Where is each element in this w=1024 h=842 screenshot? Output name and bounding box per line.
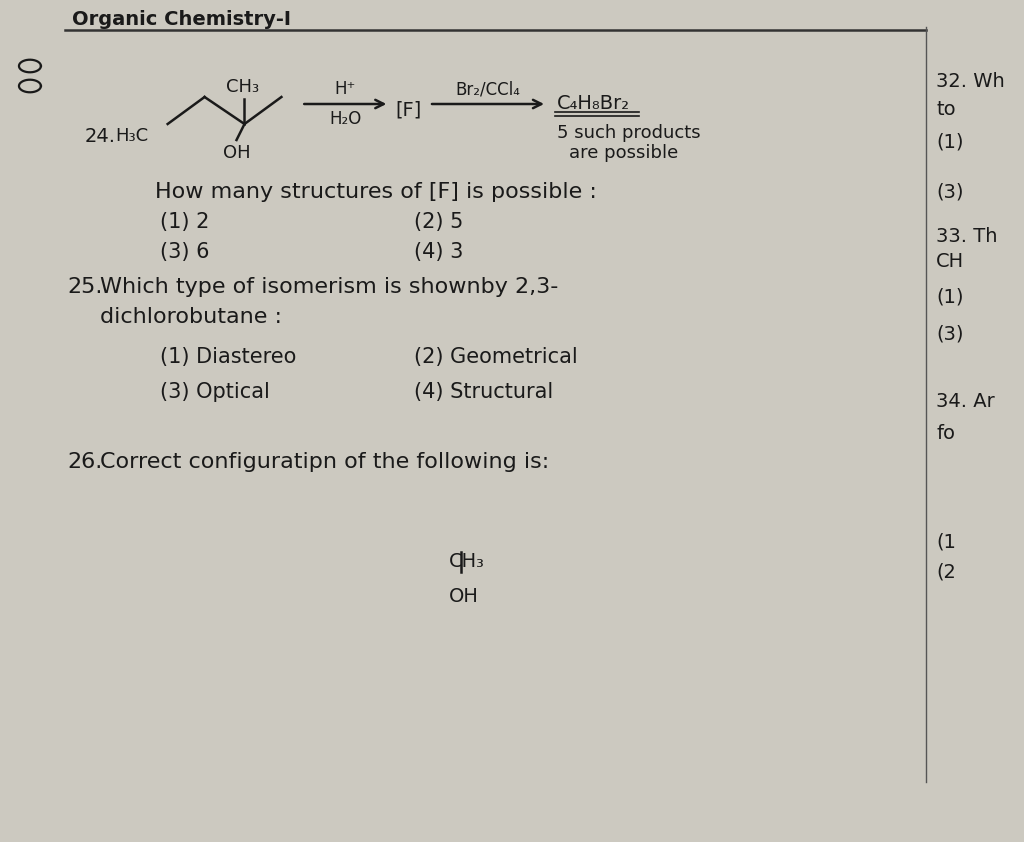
Text: 26.: 26. <box>68 452 103 472</box>
Text: (1): (1) <box>936 132 964 151</box>
Text: (2) 5: (2) 5 <box>414 212 464 232</box>
Text: H₃C: H₃C <box>115 127 147 145</box>
Text: CH₃: CH₃ <box>450 552 485 571</box>
Text: Correct configuratipn of the following is:: Correct configuratipn of the following i… <box>99 452 549 472</box>
Text: 5 such products: 5 such products <box>557 124 700 142</box>
Text: fo: fo <box>936 424 955 443</box>
Text: 34. Ar: 34. Ar <box>936 392 995 411</box>
Text: (4) Structural: (4) Structural <box>414 382 553 402</box>
Text: Organic Chemistry-I: Organic Chemistry-I <box>72 10 291 29</box>
Text: (3): (3) <box>936 182 964 201</box>
Text: CH: CH <box>936 252 965 271</box>
Text: OH: OH <box>222 144 250 162</box>
Text: (1) Diastereo: (1) Diastereo <box>160 347 296 367</box>
Text: H⁺: H⁺ <box>335 80 356 98</box>
Text: 33. Th: 33. Th <box>936 227 997 246</box>
Text: [F]: [F] <box>395 100 422 119</box>
Text: Which type of isomerism is shownby 2,3-: Which type of isomerism is shownby 2,3- <box>99 277 558 297</box>
Text: (3) Optical: (3) Optical <box>160 382 269 402</box>
Text: (1) 2: (1) 2 <box>160 212 209 232</box>
Text: C₄H₈Br₂: C₄H₈Br₂ <box>557 94 630 113</box>
Text: dichlorobutane :: dichlorobutane : <box>99 307 282 327</box>
Text: OH: OH <box>450 587 479 606</box>
Text: How many structures of [F] is possible :: How many structures of [F] is possible : <box>155 182 597 202</box>
Text: are possible: are possible <box>568 144 678 162</box>
Text: (3): (3) <box>936 324 964 343</box>
Text: (3) 6: (3) 6 <box>160 242 209 262</box>
Text: H₂O: H₂O <box>329 110 361 128</box>
Text: (1): (1) <box>936 287 964 306</box>
Text: (1: (1 <box>936 532 956 551</box>
Text: 25.: 25. <box>68 277 103 297</box>
Text: CH₃: CH₃ <box>226 78 259 96</box>
Text: Br₂/CCl₄: Br₂/CCl₄ <box>456 80 520 98</box>
Text: (2: (2 <box>936 562 956 581</box>
Text: (2) Geometrical: (2) Geometrical <box>414 347 578 367</box>
Text: to: to <box>936 100 955 119</box>
Text: (4) 3: (4) 3 <box>414 242 464 262</box>
Text: 24.: 24. <box>85 127 116 146</box>
Text: 32. Wh: 32. Wh <box>936 72 1005 91</box>
